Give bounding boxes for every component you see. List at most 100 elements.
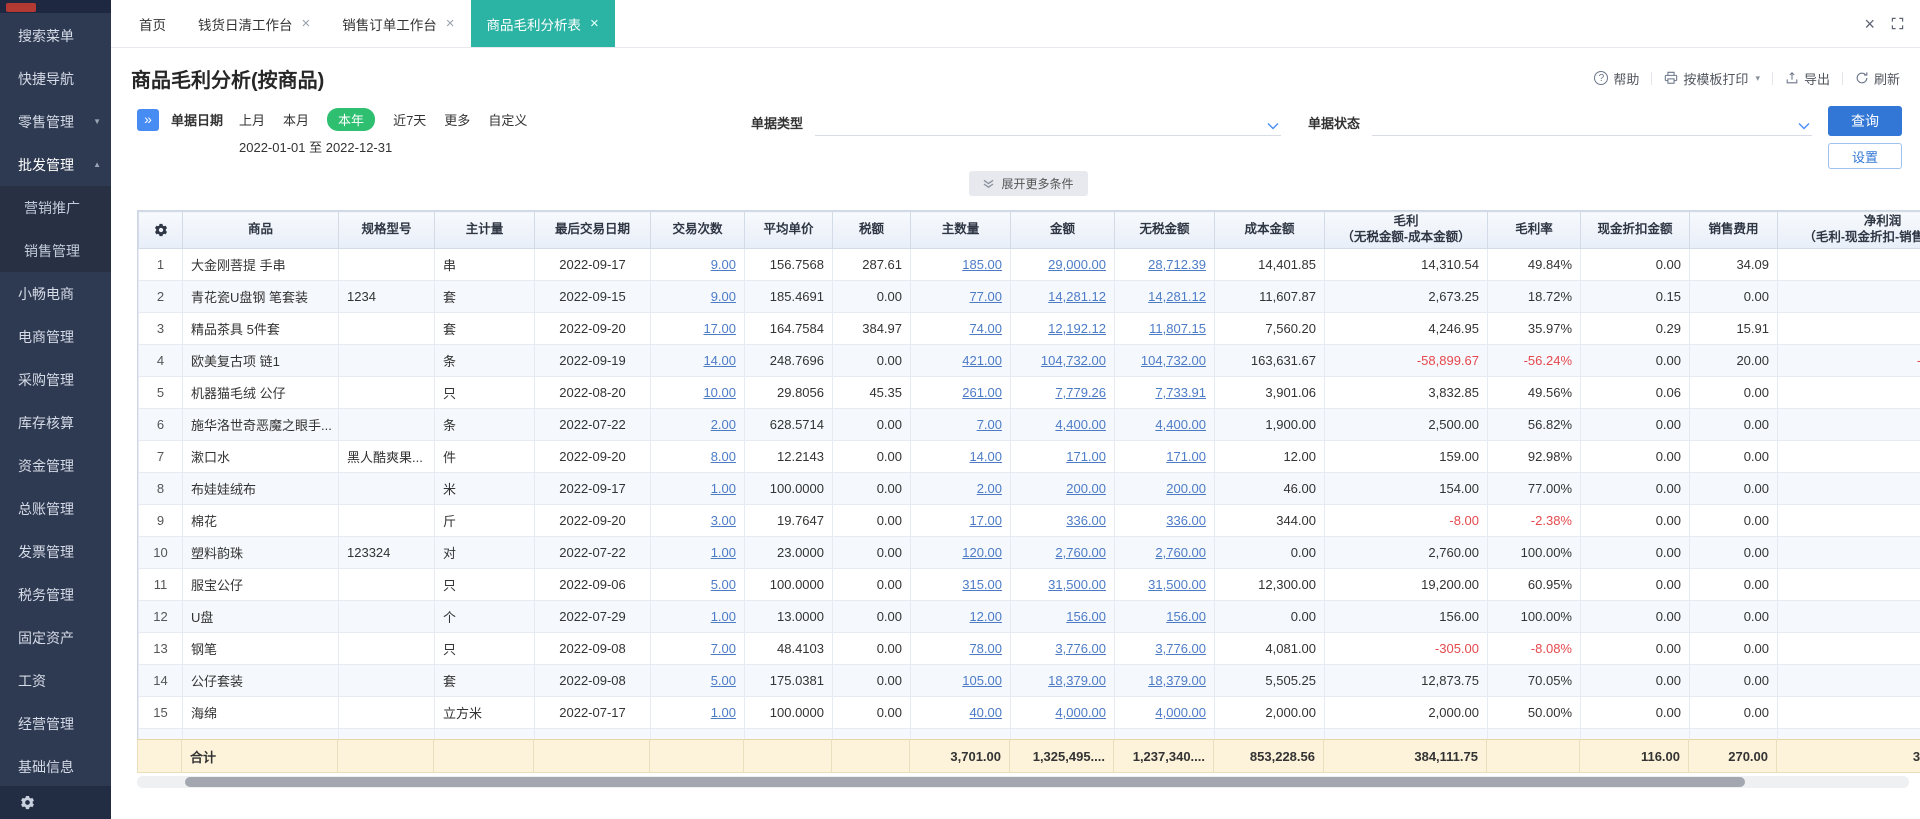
cell[interactable]: 104,732.00 (1114, 344, 1215, 377)
cell[interactable]: 3.00 (650, 504, 745, 537)
doc-type-input[interactable] (815, 110, 1282, 136)
tab[interactable]: 首页 (123, 0, 182, 47)
column-header[interactable]: 毛利率 (1487, 211, 1581, 249)
tab-close-icon[interactable]: × (590, 15, 599, 32)
cell[interactable]: 7.00 (650, 632, 745, 665)
column-settings-gear-icon[interactable] (138, 211, 183, 249)
cell[interactable]: 5.00 (650, 568, 745, 601)
sidebar-item[interactable]: 电商管理 (0, 315, 111, 358)
cell[interactable]: 17.00 (910, 504, 1011, 537)
cell[interactable]: 3,776.00 (1114, 632, 1215, 665)
cell[interactable]: 171.00 (1114, 440, 1215, 473)
cell[interactable]: 2.00 (910, 472, 1011, 505)
cell[interactable]: 104,732.00 (1010, 344, 1115, 377)
column-header[interactable]: 平均单价 (744, 211, 833, 249)
sidebar-item[interactable]: 快捷导航 (0, 57, 111, 100)
cell[interactable]: 171.00 (1010, 440, 1115, 473)
cell[interactable]: 4,000.00 (1010, 696, 1115, 729)
settings-button[interactable]: 设置 (1828, 143, 1902, 169)
cell[interactable]: 31,500.00 (1114, 568, 1215, 601)
cell[interactable]: 421.00 (910, 344, 1011, 377)
sidebar-item[interactable]: 发票管理 (0, 530, 111, 573)
cell[interactable]: 14,281.12 (1010, 280, 1115, 313)
column-header[interactable]: 规格型号 (338, 211, 435, 249)
cell[interactable]: 156.00 (1010, 600, 1115, 633)
sidebar-item[interactable]: 小畅电商 (0, 272, 111, 315)
cell[interactable]: 1.00 (650, 696, 745, 729)
sidebar-item[interactable]: 销售管理 (0, 229, 111, 272)
cell[interactable]: 4,000.00 (1114, 696, 1215, 729)
cell[interactable]: 9.00 (650, 280, 745, 313)
cell[interactable]: 12,192.12 (1010, 312, 1115, 345)
sidebar-item[interactable]: 基础信息 (0, 745, 111, 786)
sidebar-item[interactable]: 批发管理 ▲ (0, 143, 111, 186)
cell[interactable]: 336.00 (1010, 504, 1115, 537)
cell[interactable]: 3,776.00 (1010, 632, 1115, 665)
column-header[interactable]: 销售费用 (1689, 211, 1778, 249)
column-header[interactable]: 税额 (832, 211, 911, 249)
fullscreen-icon[interactable] (1891, 17, 1904, 30)
cell[interactable]: 9.00 (650, 248, 745, 281)
tab[interactable]: 钱货日清工作台 × (182, 0, 326, 47)
column-header[interactable]: 现金折扣金额 (1580, 211, 1690, 249)
date-option[interactable]: 更多 (444, 112, 471, 128)
sidebar-item[interactable]: 资金管理 (0, 444, 111, 487)
toolbar-help-button[interactable]: ? 帮助 (1594, 69, 1639, 88)
tab-close-icon[interactable]: × (301, 15, 311, 32)
column-header[interactable]: 商品 (182, 211, 339, 249)
cell[interactable]: 14.00 (910, 440, 1011, 473)
doc-type-select[interactable]: 单据类型 (751, 106, 1282, 136)
doc-status-select[interactable]: 单据状态 (1308, 106, 1813, 136)
sidebar-item[interactable]: 总账管理 (0, 487, 111, 530)
cell[interactable]: 2,760.00 (1010, 536, 1115, 569)
date-range-value[interactable]: 2022-01-01 至 2022-12-31 (239, 140, 393, 155)
cell[interactable]: 74.00 (910, 312, 1011, 345)
column-header[interactable]: 主数量 (910, 211, 1011, 249)
tab-close-icon[interactable]: × (445, 15, 455, 32)
scrollbar-thumb[interactable] (185, 777, 1745, 787)
cell[interactable]: 4,400.00 (1114, 408, 1215, 441)
column-header[interactable]: 交易次数 (650, 211, 745, 249)
sidebar-item[interactable]: 营销推广 (0, 186, 111, 229)
date-option[interactable]: 本年 (327, 107, 376, 131)
cell[interactable]: 7.00 (910, 408, 1011, 441)
sidebar-item[interactable]: 经营管理 (0, 702, 111, 745)
toolbar-print-button[interactable]: 按模板打印 ▾ (1664, 69, 1760, 88)
column-header[interactable]: 成本金额 (1214, 211, 1325, 249)
sidebar-item[interactable]: 采购管理 (0, 358, 111, 401)
column-header[interactable]: 金额 (1010, 211, 1115, 249)
cell[interactable]: 1.00 (650, 472, 745, 505)
doc-status-input[interactable] (1372, 110, 1813, 136)
date-option[interactable]: 本月 (283, 112, 310, 128)
date-option[interactable]: 上月 (239, 112, 266, 128)
date-option[interactable]: 近7天 (393, 112, 427, 128)
column-header[interactable]: 毛利 （无税金额-成本金额） (1324, 211, 1488, 249)
cell[interactable]: 7,779.26 (1010, 376, 1115, 409)
horizontal-scrollbar[interactable] (137, 776, 1909, 788)
cell[interactable]: 200.00 (1010, 472, 1115, 505)
settings-gear-icon[interactable] (20, 795, 35, 810)
cell[interactable]: 200.00 (1114, 472, 1215, 505)
toolbar-refresh-button[interactable]: 刷新 (1855, 69, 1900, 88)
cell[interactable]: 105.00 (910, 664, 1011, 697)
sidebar-item[interactable]: 库存核算 (0, 401, 111, 444)
cell[interactable]: 156.00 (1114, 600, 1215, 633)
cell[interactable]: 1.00 (650, 600, 745, 633)
cell[interactable]: 77.00 (910, 280, 1011, 313)
cell[interactable]: 11,807.15 (1114, 312, 1215, 345)
cell[interactable]: 10.00 (650, 376, 745, 409)
cell[interactable]: 1.00 (650, 536, 745, 569)
cell[interactable]: 31,500.00 (1010, 568, 1115, 601)
date-option[interactable]: 自定义 (488, 112, 528, 128)
cell[interactable]: 336.00 (1114, 504, 1215, 537)
cell[interactable]: 18,379.00 (1010, 664, 1115, 697)
sidebar-item[interactable]: 税务管理 (0, 573, 111, 616)
cell[interactable]: 7,733.91 (1114, 376, 1215, 409)
sidebar-item[interactable]: 工资 (0, 659, 111, 702)
cell[interactable]: 78.00 (910, 632, 1011, 665)
tab[interactable]: 销售订单工作台 × (326, 0, 470, 47)
cell[interactable]: 17.00 (650, 312, 745, 345)
cell[interactable]: 14,281.12 (1114, 280, 1215, 313)
cell[interactable]: 315.00 (910, 568, 1011, 601)
cell[interactable]: 2,760.00 (1114, 536, 1215, 569)
